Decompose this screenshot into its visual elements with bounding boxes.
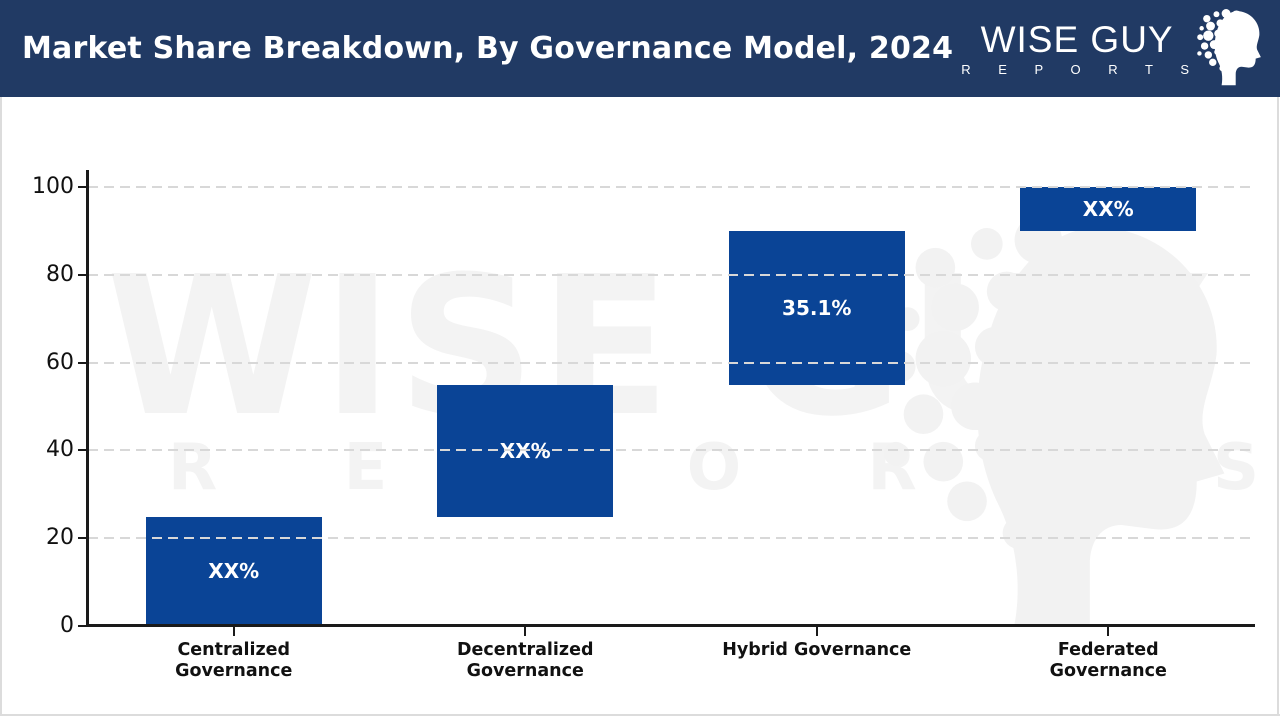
gridline-80 — [88, 273, 1254, 276]
y-tick-100 — [78, 186, 87, 188]
y-tick-label-60: 60 — [46, 349, 74, 375]
bar-value-label: XX% — [1082, 197, 1134, 222]
frame-border-left — [0, 97, 2, 715]
x-label-centralized-governance: Centralized Governance — [175, 640, 293, 681]
logo-subtitle: R E P O R T S — [961, 61, 1202, 77]
x-axis-line — [86, 624, 1255, 627]
y-tick-20 — [78, 537, 87, 540]
x-tick-hybrid-governance — [815, 627, 818, 636]
y-tick-label-0: 0 — [60, 613, 74, 638]
x-tick-decentralized-governance — [524, 627, 527, 636]
y-tick-0 — [78, 625, 87, 627]
chart-title: Market Share Breakdown, By Governance Mo… — [22, 31, 954, 66]
bar-federated-governance: XX% — [1020, 187, 1197, 232]
logo-text: WISE GUY R E P O R T S — [953, 21, 1201, 77]
gridline-100 — [88, 186, 1254, 188]
watermark-head-icon — [883, 216, 1225, 625]
gridline-60 — [88, 361, 1254, 364]
gridline-40 — [88, 449, 1254, 452]
x-tick-federated-governance — [1107, 627, 1110, 636]
y-tick-label-20: 20 — [46, 525, 74, 551]
header-bar: Market Share Breakdown, By Governance Mo… — [0, 0, 1280, 97]
bar-value-label: 35.1% — [782, 296, 852, 321]
frame-border-right — [1277, 97, 1279, 715]
bar-hybrid-governance: 35.1% — [728, 231, 905, 386]
y-axis-line — [86, 170, 89, 627]
x-tick-centralized-governance — [232, 627, 235, 636]
frame-border-bottom — [0, 714, 1280, 716]
y-tick-40 — [78, 449, 87, 452]
logo-wordmark: WISE GUY — [980, 18, 1174, 60]
bar-value-label: XX% — [208, 559, 260, 584]
dotted-head-icon — [1197, 8, 1261, 85]
x-label-decentralized-governance: Decentralized Governance — [457, 640, 594, 681]
y-tick-label-100: 100 — [32, 174, 74, 199]
y-tick-label-80: 80 — [46, 261, 74, 287]
x-label-hybrid-governance: Hybrid Governance — [722, 640, 912, 660]
x-label-federated-governance: Federated Governance — [1049, 640, 1167, 681]
wiseguy-logo: WISE GUY R E P O R T S — [953, 8, 1269, 90]
y-tick-60 — [78, 361, 87, 364]
y-tick-label-40: 40 — [46, 437, 74, 463]
gridline-20 — [88, 537, 1254, 540]
y-tick-80 — [78, 273, 87, 276]
bar-centralized-governance: XX% — [145, 516, 322, 626]
